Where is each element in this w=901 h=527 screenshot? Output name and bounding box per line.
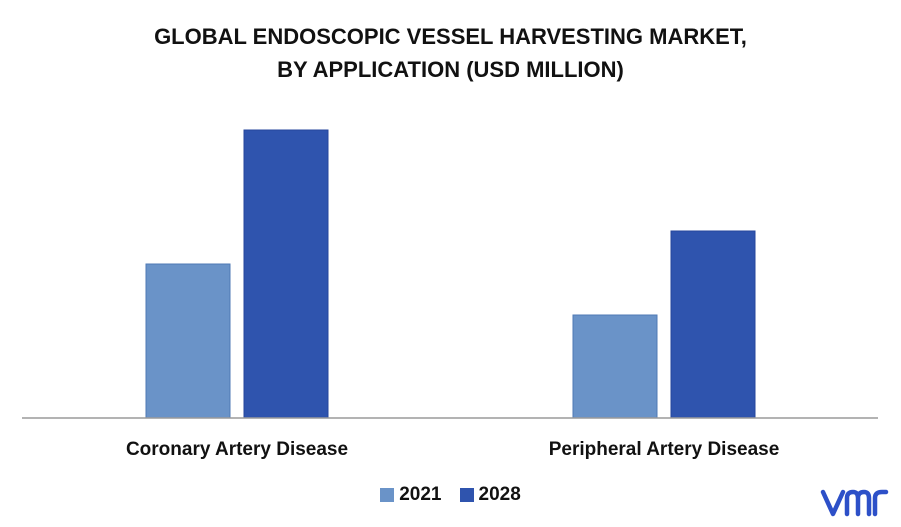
bar-2028-peripheral	[670, 230, 756, 419]
bar-2021-peripheral	[572, 314, 658, 419]
legend-item-2028: 2028	[459, 484, 521, 506]
category-label: Coronary Artery Disease	[126, 439, 348, 460]
category-labels: Coronary Artery Disease Peripheral Artery…	[126, 439, 779, 460]
vmr-logo-icon	[820, 489, 889, 517]
chart-title: GLOBAL ENDOSCOPIC VESSEL HARVESTING MARK…	[0, 20, 901, 86]
legend-label-2028: 2028	[478, 484, 521, 505]
chart-title-line-1: GLOBAL ENDOSCOPIC VESSEL HARVESTING MARK…	[154, 24, 747, 49]
bars-group	[145, 129, 756, 419]
legend-label-2021: 2021	[399, 484, 442, 505]
chart-title-line-2: BY APPLICATION (USD MILLION)	[277, 57, 624, 82]
legend-item-2021: 2021	[380, 484, 442, 506]
legend-swatch-2021	[380, 488, 395, 502]
bar-2028-coronary	[243, 129, 329, 419]
legend-swatch-2028	[459, 488, 474, 502]
legend: 2021 2028	[0, 484, 901, 506]
category-label: Peripheral Artery Disease	[549, 439, 780, 460]
bar-2021-coronary	[145, 263, 231, 419]
